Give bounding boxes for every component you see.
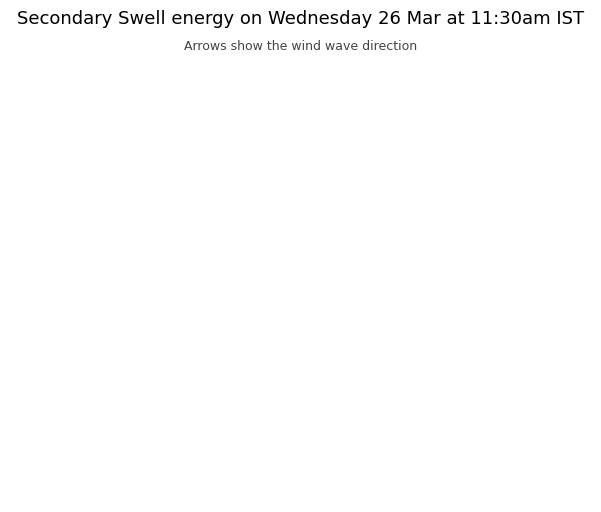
Text: Secondary Swell energy on Wednesday 26 Mar at 11:30am IST: Secondary Swell energy on Wednesday 26 M… bbox=[17, 10, 584, 28]
Text: Arrows show the wind wave direction: Arrows show the wind wave direction bbox=[184, 39, 417, 53]
